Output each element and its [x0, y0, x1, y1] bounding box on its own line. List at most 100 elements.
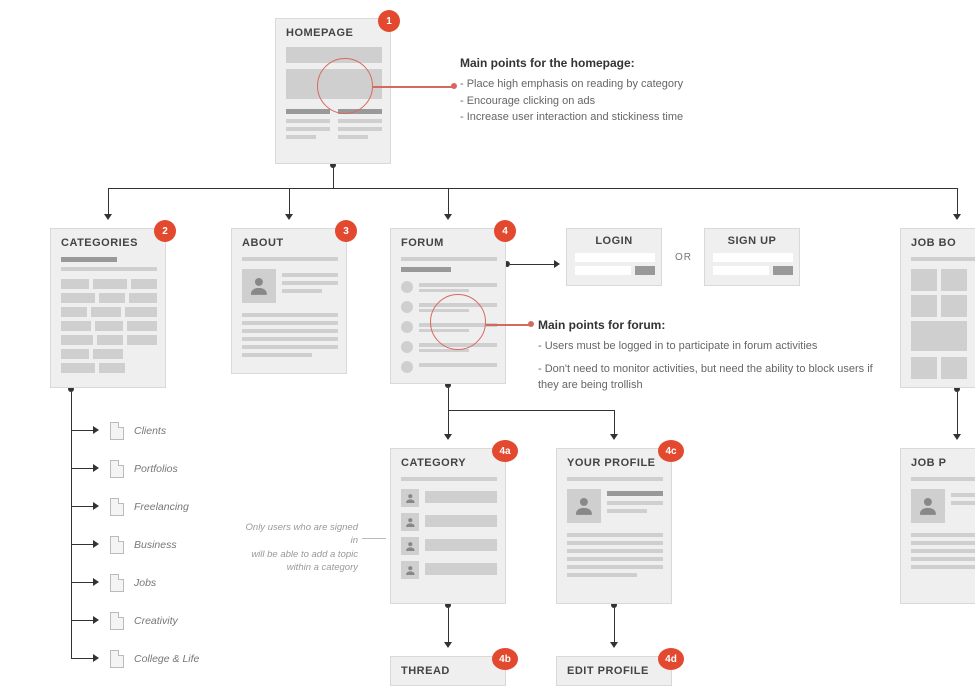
- jobboard-card: JOB BO: [900, 228, 975, 388]
- wf-block: [567, 549, 663, 553]
- wf-block: [911, 477, 975, 481]
- connector-line: [108, 188, 109, 216]
- wf-block: [242, 329, 338, 333]
- wf-block: [242, 321, 338, 325]
- arrow-down-icon: [610, 642, 618, 648]
- login-card: LOGIN: [566, 228, 662, 286]
- connector-line: [333, 166, 334, 188]
- wf-block: [242, 353, 312, 357]
- categories-badge: 2: [154, 220, 176, 242]
- annotation-line: - Don't need to monitor activities, but …: [538, 361, 878, 394]
- about-title: ABOUT: [242, 237, 284, 249]
- category-label: Clients: [134, 425, 166, 437]
- category-item: Business: [110, 536, 177, 554]
- avatar-icon: [567, 489, 601, 523]
- document-icon: [110, 574, 124, 592]
- wf-button: [773, 266, 793, 275]
- connector-line: [448, 188, 449, 216]
- wf-tag: [131, 279, 157, 289]
- wf-block: [338, 135, 368, 139]
- wf-block: [567, 533, 663, 537]
- connector-line: [510, 264, 556, 265]
- wf-block: [61, 257, 117, 262]
- annotation-title: Main points for the homepage:: [460, 56, 780, 70]
- wf-bullet: [401, 321, 413, 333]
- wf-tag: [61, 293, 95, 303]
- wf-block: [401, 267, 451, 272]
- connector-line: [289, 188, 290, 216]
- jobboard-title: JOB BO: [911, 237, 956, 249]
- yourprofile-title: YOUR PROFILE: [567, 457, 656, 469]
- wf-tag: [129, 293, 157, 303]
- wf-block: [911, 549, 975, 553]
- wf-block: [567, 573, 637, 577]
- avatar-icon: [401, 489, 419, 507]
- wf-block: [941, 357, 967, 379]
- sidenote-line: will be able to add a topic: [240, 548, 358, 561]
- wf-input: [575, 253, 655, 262]
- avatar-icon: [401, 513, 419, 531]
- connector-line: [71, 430, 95, 431]
- arrow-right-icon: [93, 464, 99, 472]
- connector-line: [614, 608, 615, 644]
- annotation-line: - Place high emphasis on reading by cate…: [460, 76, 780, 93]
- wf-block: [911, 557, 975, 561]
- document-icon: [110, 460, 124, 478]
- annotation-title: Main points for forum:: [538, 318, 878, 332]
- category-label: Creativity: [134, 615, 178, 627]
- sidenote-line: within a category: [240, 561, 358, 574]
- wf-bullet: [401, 341, 413, 353]
- connector-line: [71, 392, 72, 658]
- wf-tag: [61, 349, 89, 359]
- editprofile-title: EDIT PROFILE: [567, 665, 649, 677]
- wf-tag: [97, 335, 123, 345]
- wf-block: [338, 119, 382, 123]
- category-title: CATEGORY: [401, 457, 466, 469]
- connector-line: [448, 410, 449, 436]
- connector-line: [71, 582, 95, 583]
- wf-button: [635, 266, 655, 275]
- or-label: OR: [675, 252, 692, 263]
- forum-title: FORUM: [401, 237, 444, 249]
- wf-bullet: [401, 301, 413, 313]
- document-icon: [110, 498, 124, 516]
- category-badge: 4a: [492, 440, 518, 462]
- magnifier-icon: [430, 294, 486, 350]
- arrow-right-icon: [93, 540, 99, 548]
- arrow-right-icon: [93, 426, 99, 434]
- category-label: College & Life: [134, 653, 199, 665]
- wf-input: [713, 266, 769, 275]
- arrow-down-icon: [444, 214, 452, 220]
- document-icon: [110, 650, 124, 668]
- arrow-down-icon: [610, 434, 618, 440]
- category-item: Portfolios: [110, 460, 178, 478]
- magnifier-line: [486, 324, 530, 326]
- wf-tag: [61, 363, 95, 373]
- arrow-down-icon: [104, 214, 112, 220]
- category-item: Freelancing: [110, 498, 189, 516]
- wf-block: [286, 119, 330, 123]
- wf-block: [567, 565, 663, 569]
- homepage-title: HOMEPAGE: [286, 27, 353, 39]
- sidenote-line: Only users who are signed in: [240, 521, 358, 548]
- wf-block: [61, 267, 157, 271]
- wf-block: [941, 269, 967, 291]
- wf-block: [242, 345, 338, 349]
- document-icon: [110, 536, 124, 554]
- arrow-right-icon: [93, 616, 99, 624]
- wf-block: [911, 565, 975, 569]
- category-item: Creativity: [110, 612, 178, 630]
- homepage-annotation: Main points for the homepage: - Place hi…: [460, 56, 780, 126]
- wf-block: [401, 257, 497, 261]
- thread-title: THREAD: [401, 665, 450, 677]
- annotation-line: - Users must be logged in to participate…: [538, 338, 878, 355]
- wf-block: [567, 541, 663, 545]
- arrow-right-icon: [93, 578, 99, 586]
- wf-tag: [93, 279, 127, 289]
- wf-tag: [95, 321, 123, 331]
- signup-title: SIGN UP: [705, 235, 799, 247]
- wf-block: [911, 295, 937, 317]
- category-label: Jobs: [134, 577, 156, 589]
- document-icon: [110, 422, 124, 440]
- category-sidenote: Only users who are signed in will be abl…: [240, 521, 358, 574]
